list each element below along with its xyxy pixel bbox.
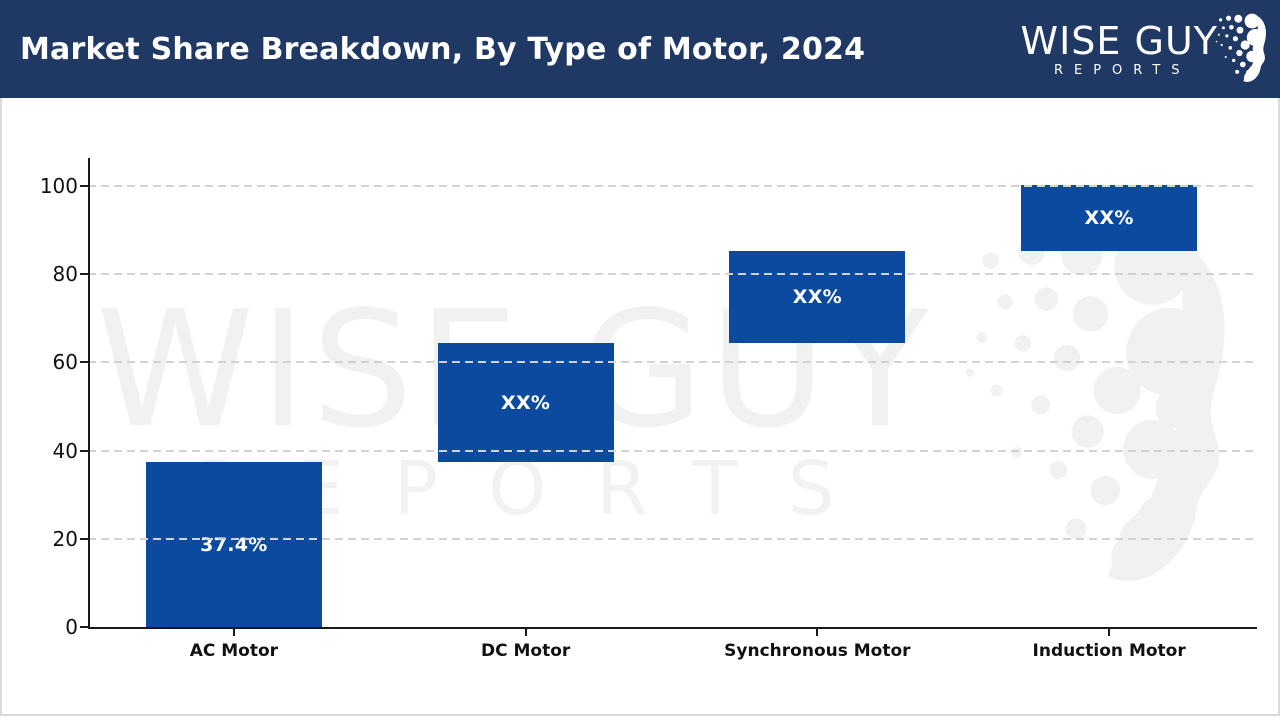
- x-tick-0: [232, 629, 235, 636]
- y-tick-40: [80, 449, 88, 452]
- bar-synchronous-motor: XX%: [729, 250, 906, 343]
- x-category-label-0: AC Motor: [189, 641, 279, 661]
- left-border: [0, 98, 2, 716]
- gridline-20: [88, 537, 1255, 540]
- y-axis-line: [88, 158, 90, 629]
- bottom-border: [0, 714, 1280, 716]
- grid-layer: [0, 98, 1280, 720]
- bar-value-label: XX%: [501, 391, 551, 414]
- y-tick-label-60: 60: [52, 350, 78, 375]
- page-title: Market Share Breakdown, By Type of Motor…: [20, 31, 866, 67]
- bar-value-label: XX%: [1084, 206, 1134, 229]
- brand-name: WISE GUY: [1020, 18, 1218, 63]
- y-tick-label-80: 80: [52, 262, 78, 287]
- axes-layer: 0 20 40 60 80 100 AC Motor DC Motor Synchronous …: [0, 98, 1280, 720]
- brand-logo: WISE GUY REPORTS: [1021, 11, 1268, 87]
- x-tick-3: [1108, 629, 1111, 636]
- x-tick-2: [816, 629, 819, 636]
- y-tick-label-0: 0: [65, 615, 78, 639]
- y-tick-100: [80, 185, 88, 187]
- right-border: [1278, 98, 1280, 716]
- y-tick-20: [80, 537, 88, 540]
- bar-ac-motor: 37.4%: [145, 462, 322, 627]
- gridline-100: [88, 185, 1255, 187]
- gridline-40: [88, 449, 1255, 452]
- y-tick-label-20: 20: [52, 526, 78, 551]
- y-tick-label-100: 100: [39, 174, 78, 198]
- bar-value-label: XX%: [792, 285, 842, 308]
- gridline-80: [88, 273, 1255, 276]
- x-category-label-1: DC Motor: [480, 641, 571, 661]
- y-tick-0: [80, 626, 88, 628]
- y-tick-80: [80, 273, 88, 276]
- brand-subtitle: REPORTS: [1053, 62, 1191, 78]
- bar-induction-motor: XX%: [1021, 185, 1198, 251]
- header-bar: Market Share Breakdown, By Type of Motor…: [0, 0, 1280, 98]
- x-tick-1: [524, 629, 527, 636]
- brand-logo-text: WISE GUY REPORTS: [1021, 21, 1218, 78]
- y-tick-60: [80, 361, 88, 364]
- x-category-label-2: Synchronous Motor: [724, 641, 911, 661]
- gridline-60: [88, 361, 1255, 364]
- x-axis-line: [88, 627, 1257, 629]
- chart-canvas: WISE GUY REPORTS 37.4% XX% XX% XX% 0 20 40 60 8…: [0, 98, 1280, 720]
- dot-face-logo-icon: [1215, 13, 1266, 82]
- y-tick-label-40: 40: [52, 438, 78, 463]
- x-category-label-3: Induction Motor: [1032, 641, 1186, 661]
